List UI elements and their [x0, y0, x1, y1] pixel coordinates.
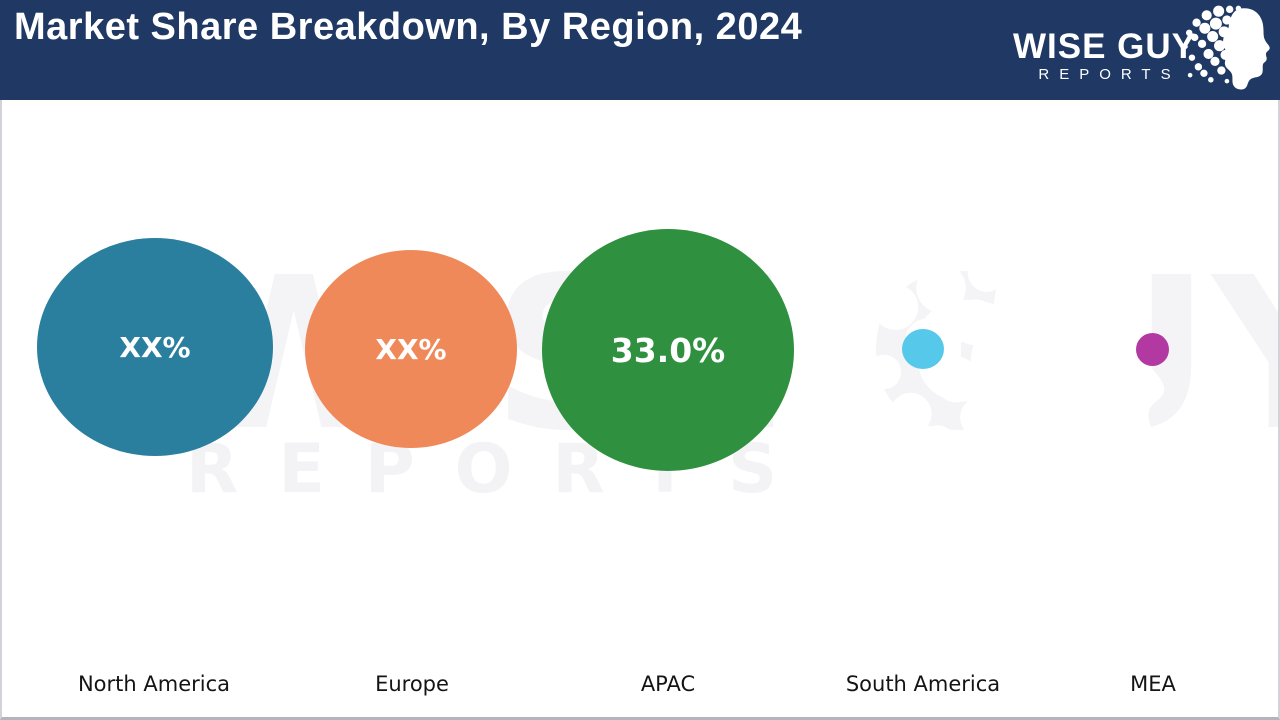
bubble-north-america: XX%: [37, 238, 273, 456]
wiseguy-head-icon: [1183, 5, 1270, 90]
page-title: Market Share Breakdown, By Region, 2024: [14, 6, 803, 48]
logo-brand-subtitle: REPORTS: [1038, 66, 1181, 83]
category-label-north-america: North America: [77, 672, 231, 696]
bubble-europe: XX%: [305, 250, 517, 448]
chart-area: WISE GUY REPORTS XX% XX% 33.0% North Ame…: [0, 100, 1280, 720]
wiseguy-logo-text: WISE GUY REPORTS: [1013, 29, 1196, 83]
logo-brand-name: WISE GUY: [1012, 27, 1196, 66]
bubble-apac: 33.0%: [542, 229, 794, 471]
bubble-value-europe: XX%: [375, 332, 447, 366]
bubble-mea: [1136, 333, 1169, 366]
category-label-apac: APAC: [640, 672, 696, 696]
bubble-value-north-america: XX%: [119, 330, 191, 364]
category-label-mea: MEA: [1130, 672, 1176, 696]
category-label-south-america: South America: [845, 672, 1001, 696]
bubble-value-apac: 33.0%: [610, 330, 726, 370]
bubble-south-america: [902, 329, 944, 369]
wiseguy-logo: WISE GUY REPORTS: [1013, 4, 1272, 92]
category-label-europe: Europe: [375, 672, 449, 696]
wiseguy-head-watermark: [805, 213, 1165, 561]
header: Market Share Breakdown, By Region, 2024 …: [0, 0, 1280, 100]
